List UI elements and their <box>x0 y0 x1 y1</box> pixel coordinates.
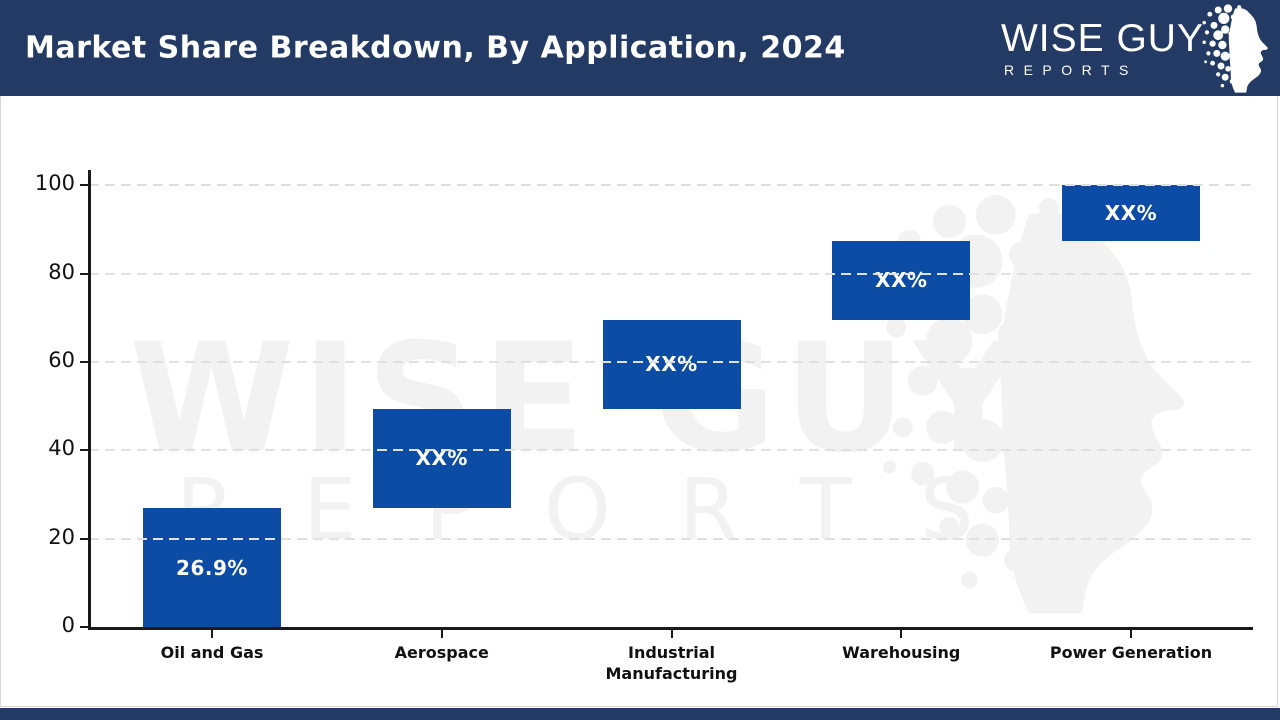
y-tick-mark <box>80 537 89 540</box>
bar-segment: 26.9% <box>143 508 281 627</box>
y-tick-label: 80 <box>48 259 75 284</box>
x-tick-mark <box>211 630 213 638</box>
bar-segment: XX% <box>602 319 741 409</box>
gridline <box>89 449 1253 452</box>
logo-subtitle: REPORTS <box>1003 61 1138 78</box>
chart-area: WISE GUY REPORTS 26.9% XX% XX% XX% XX% 0 20 40 6… <box>0 96 1278 707</box>
y-tick-mark <box>80 360 89 363</box>
y-tick-label: 100 <box>34 171 75 196</box>
x-tick-label: Warehousing <box>842 643 961 662</box>
y-tick-label: 40 <box>48 436 75 461</box>
wise-guy-logo: WISE GUY REPORTS <box>1001 2 1270 94</box>
x-tick-label: Power Generation <box>1049 643 1213 662</box>
footer-bar <box>0 708 1280 720</box>
bar-value-label: XX% <box>645 352 698 377</box>
bar-segment: XX% <box>1062 185 1200 241</box>
x-tick-mark <box>440 630 443 638</box>
gridline <box>89 360 1253 363</box>
gridline <box>89 537 1253 540</box>
y-tick-mark <box>80 184 89 187</box>
y-tick-mark <box>80 449 89 452</box>
x-tick-mark <box>670 630 673 638</box>
y-tick-label: 60 <box>48 347 75 372</box>
y-tick-label: 20 <box>48 524 75 549</box>
x-tick-label: Industrial Manufacturing <box>605 643 738 683</box>
dotted-head-icon <box>1202 3 1268 93</box>
bar-value-label: 26.9% <box>176 555 248 580</box>
x-axis <box>88 627 1253 630</box>
gridline <box>89 184 1253 187</box>
page-title: Market Share Breakdown, By Application, … <box>25 30 846 66</box>
x-tick-mark <box>1130 630 1132 638</box>
logo-wordmark: WISE GUY <box>1000 16 1204 60</box>
bar-segment: XX% <box>832 240 971 320</box>
bar-segment: XX% <box>372 408 511 509</box>
x-tick-mark <box>900 630 903 638</box>
logo-text: WISE GUY REPORTS <box>1001 19 1204 78</box>
y-tick-label: 0 <box>61 613 75 637</box>
header: Market Share Breakdown, By Application, … <box>0 0 1280 96</box>
gridline <box>89 272 1253 275</box>
watermark-wordmark: WISE GUY <box>129 312 1031 486</box>
x-tick-label: Oil and Gas <box>160 643 264 662</box>
bar-value-label: XX% <box>1104 201 1158 226</box>
y-tick-mark <box>80 626 89 628</box>
y-tick-mark <box>80 272 89 275</box>
y-axis <box>88 170 91 630</box>
bar-value-label: XX% <box>875 268 928 293</box>
x-tick-label: Aerospace <box>394 643 489 662</box>
